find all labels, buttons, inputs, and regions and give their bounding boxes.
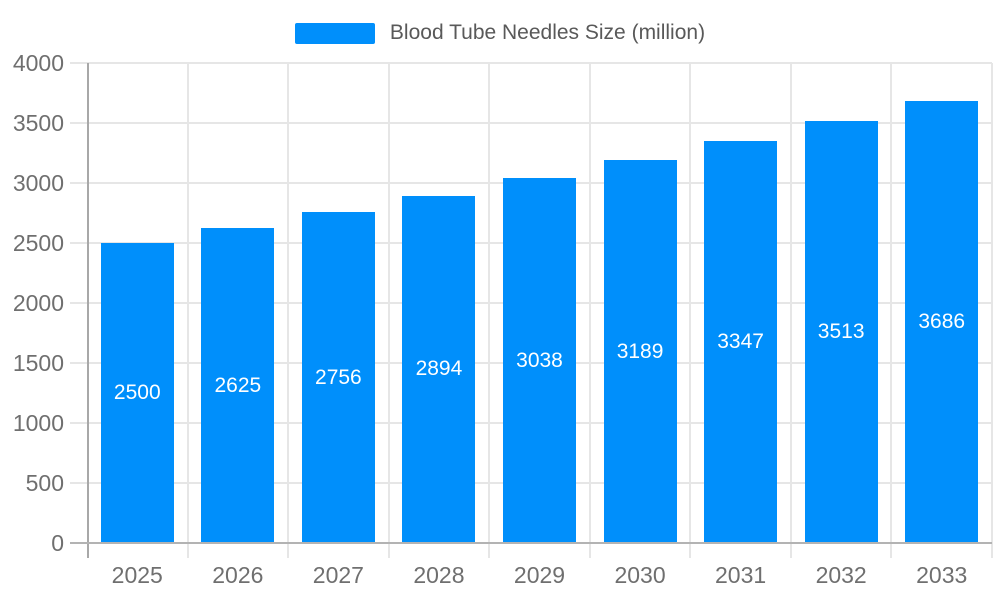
x-axis-tick-label: 2028 <box>413 562 465 588</box>
bar-value-label: 2756 <box>315 365 362 389</box>
vertical-gridline <box>890 63 893 558</box>
bar-2025[interactable]: 2500 <box>100 243 174 543</box>
bar-value-label: 2625 <box>214 373 262 397</box>
x-axis-tick-label: 2026 <box>212 562 264 588</box>
bar-value-label: 2500 <box>113 381 161 404</box>
vertical-gridline <box>588 63 591 558</box>
vertical-gridline <box>287 63 290 558</box>
x-axis-tick-label: 2031 <box>715 562 767 588</box>
bar-value-label: 3686 <box>918 309 966 333</box>
bar-2033[interactable]: 3686 <box>905 100 979 543</box>
bar-2031[interactable]: 3347 <box>704 141 778 543</box>
y-axis-tick-label: 1000 <box>12 410 64 436</box>
bar-2027[interactable]: 2756 <box>301 212 375 543</box>
y-axis-line <box>87 63 89 558</box>
chart-legend[interactable]: Blood Tube Needles Size (million) <box>0 21 1000 45</box>
vertical-gridline <box>387 63 390 558</box>
vertical-gridline <box>186 63 189 558</box>
bar-value-label: 3038 <box>516 348 563 372</box>
y-axis-tick-label: 3000 <box>12 170 64 196</box>
y-axis-tick-label: 4000 <box>12 50 64 76</box>
y-axis-tick-label: 0 <box>51 530 64 556</box>
x-axis-tick-label: 2025 <box>111 562 163 588</box>
bar-value-label: 3347 <box>717 330 764 354</box>
bar-2028[interactable]: 2894 <box>402 195 476 543</box>
vertical-gridline <box>789 63 792 558</box>
y-axis-tick-label: 1500 <box>12 350 64 376</box>
x-axis-tick-label: 2030 <box>614 562 666 588</box>
plot-area: 2500 2625 2756 2894 3038 3189 3347 3513 3686 <box>70 62 993 558</box>
bar-2032[interactable]: 3513 <box>804 121 878 543</box>
x-axis-line <box>70 542 992 544</box>
horizontal-gridline <box>70 62 992 64</box>
x-axis-tick-label: 2027 <box>312 562 364 588</box>
legend-swatch-icon <box>294 22 375 44</box>
x-axis-tick-label: 2033 <box>916 562 968 588</box>
bar-2029[interactable]: 3038 <box>503 178 576 543</box>
vertical-gridline <box>488 63 491 558</box>
vertical-gridline <box>991 63 993 558</box>
bar-2026[interactable]: 2625 <box>201 228 275 543</box>
x-axis-tick-label: 2029 <box>513 562 566 588</box>
vertical-gridline <box>689 63 692 558</box>
bar-2030[interactable]: 3189 <box>603 160 677 543</box>
y-axis-tick-label: 2500 <box>12 230 64 256</box>
bar-value-label: 2894 <box>415 357 463 381</box>
horizontal-gridline <box>70 122 992 124</box>
y-axis-tick-label: 500 <box>25 470 64 496</box>
y-axis-tick-label: 3500 <box>12 110 64 136</box>
x-axis-tick-label: 2032 <box>815 562 867 588</box>
bar-value-label: 3513 <box>817 320 865 344</box>
y-axis-tick-label: 2000 <box>12 290 64 316</box>
legend-label: Blood Tube Needles Size (million) <box>389 21 706 44</box>
bar-value-label: 3189 <box>616 339 664 363</box>
